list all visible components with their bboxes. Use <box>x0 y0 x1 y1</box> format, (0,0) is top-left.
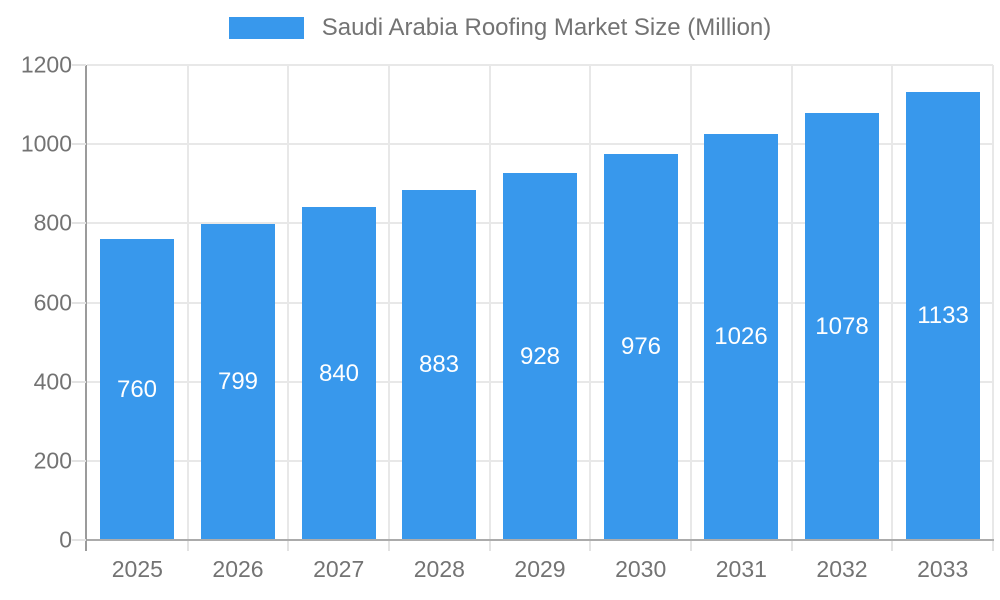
y-axis-tick-label: 1200 <box>20 51 72 78</box>
bar-2031[interactable]: 1026 <box>704 134 778 540</box>
bar-2033[interactable]: 1133 <box>906 92 980 540</box>
bar-value-label: 1133 <box>917 302 969 329</box>
y-axis-tick <box>72 539 86 541</box>
bar-2026[interactable]: 799 <box>201 224 275 540</box>
gridline-vertical <box>186 65 189 540</box>
y-axis-tick-label: 200 <box>33 447 72 474</box>
legend-swatch <box>228 17 304 39</box>
bar-value-label: 799 <box>217 368 259 395</box>
gridline-vertical <box>790 65 793 540</box>
bar-value-label: 760 <box>116 375 158 403</box>
y-axis-line <box>85 65 87 551</box>
x-axis-tick <box>891 541 894 551</box>
x-axis-tick <box>287 541 290 551</box>
bar-value-label: 976 <box>620 333 662 360</box>
bar-value-label: 1078 <box>815 312 869 340</box>
x-axis-tick <box>589 541 592 551</box>
bar-2029[interactable]: 928 <box>503 173 577 540</box>
x-axis-tick <box>992 541 994 551</box>
x-axis-label: 2030 <box>615 556 667 582</box>
gridline-vertical <box>690 65 692 540</box>
bar-2030[interactable]: 976 <box>604 154 678 540</box>
gridline-horizontal <box>87 143 993 146</box>
bar-value-label: 840 <box>318 359 360 387</box>
x-axis-label: 2027 <box>313 556 365 582</box>
x-axis-tick <box>388 541 390 551</box>
x-axis-label: 2033 <box>917 556 969 582</box>
y-axis-tick <box>72 459 86 462</box>
legend-item[interactable]: Saudi Arabia Roofing Market Size (Millio… <box>0 14 1000 42</box>
x-axis-label: 2029 <box>514 556 566 582</box>
bar-2028[interactable]: 883 <box>402 190 476 540</box>
plot-area: 760 799 840 883 928 976 1026 1078 1133 <box>87 64 994 540</box>
x-axis-line <box>87 539 994 541</box>
gridline-vertical <box>488 65 491 540</box>
y-axis-tick-label: 0 <box>59 526 72 553</box>
y-axis-tick <box>72 143 86 146</box>
y-axis-tick <box>72 380 86 383</box>
gridline-vertical <box>891 65 894 540</box>
gridline-vertical <box>589 65 592 540</box>
y-axis-tick <box>72 222 86 225</box>
gridline-horizontal <box>87 64 993 66</box>
y-axis-tick-label: 800 <box>33 209 72 236</box>
bar-value-label: 928 <box>519 342 561 370</box>
y-axis-tick-label: 400 <box>33 368 72 395</box>
x-axis-label: 2032 <box>816 556 868 582</box>
bar-2027[interactable]: 840 <box>302 207 376 540</box>
x-axis-label: 2028 <box>413 556 465 582</box>
x-axis-label: 2031 <box>715 556 767 582</box>
x-axis-tick <box>690 541 692 551</box>
y-axis-tick <box>72 301 86 304</box>
gridline-vertical <box>388 65 390 540</box>
bar-value-label: 883 <box>418 351 460 378</box>
x-axis-label: 2025 <box>111 556 163 582</box>
legend-label: Saudi Arabia Roofing Market Size (Millio… <box>321 14 772 41</box>
y-axis-tick <box>72 64 86 66</box>
gridline-vertical <box>992 65 994 540</box>
bar-value-label: 1026 <box>714 323 768 350</box>
y-axis-tick-label: 1000 <box>20 130 72 157</box>
bar-2032[interactable]: 1078 <box>805 113 879 540</box>
x-axis-tick <box>488 541 491 551</box>
x-axis-tick <box>186 541 189 551</box>
y-axis-tick-label: 600 <box>33 289 72 315</box>
x-axis-label: 2026 <box>212 556 264 582</box>
x-axis-tick <box>790 541 793 551</box>
bar-2025[interactable]: 760 <box>100 239 174 540</box>
gridline-vertical <box>287 65 290 540</box>
